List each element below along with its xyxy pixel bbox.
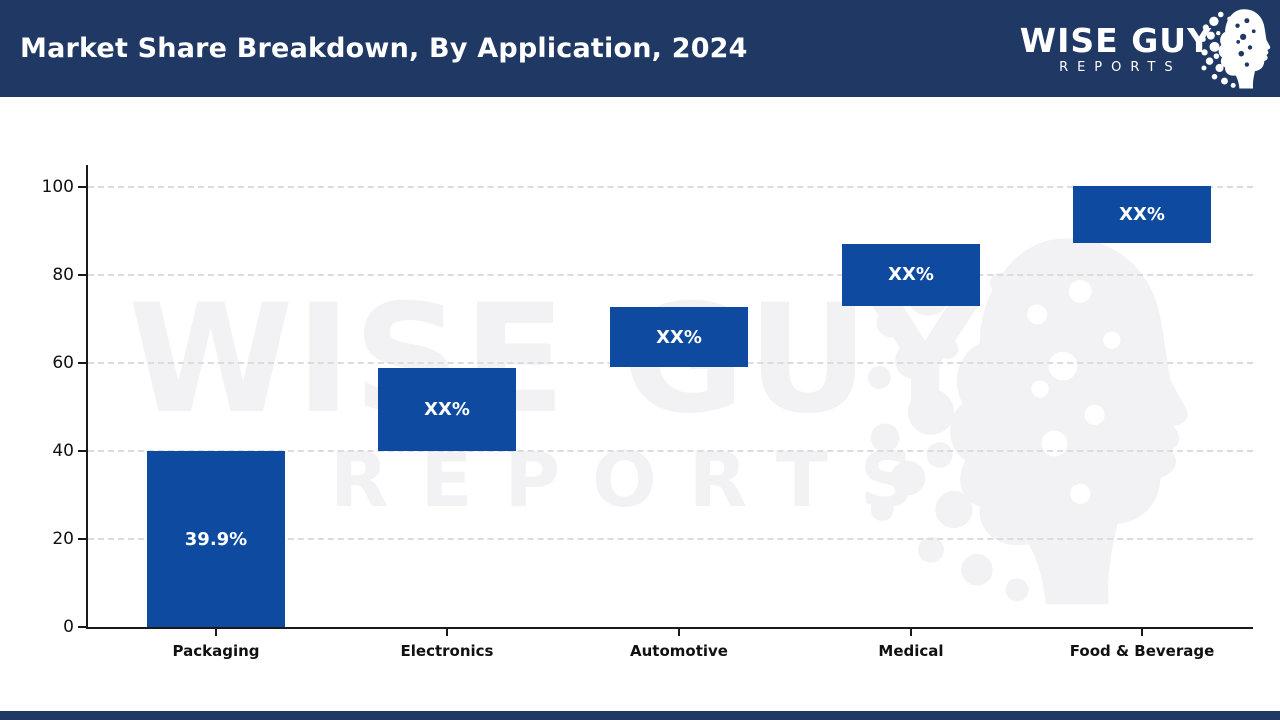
gridline-40 [88,450,1253,452]
head-profile-dots-icon [1200,8,1271,89]
x-axis-tick-label: Food & Beverage [1069,642,1215,660]
wise-guy-reports-logo: WISE GUY REPORTS [1020,0,1272,97]
x-tick-mark-2 [678,629,680,636]
bar-segment-automotive: XX% [610,307,748,368]
x-axis-tick-label: Electronics [400,642,494,660]
gridline-80 [88,274,1253,276]
bar-segment-packaging: 39.9% [147,451,285,627]
x-tick-mark-1 [446,629,448,636]
bar-value-label: XX% [1119,203,1165,225]
y-tick-mark-100 [78,186,87,188]
y-axis-tick-label: 100 [41,177,74,197]
bar-value-label: 39.9% [184,528,248,550]
y-tick-mark-0 [78,626,87,628]
bar-segment-medical: XX% [842,244,980,306]
bar-value-label: XX% [656,326,702,348]
y-axis-tick-label: 60 [52,353,74,373]
gridline-100 [88,186,1253,188]
logo-text: WISE GUY REPORTS [1020,24,1212,74]
y-tick-mark-20 [78,538,87,540]
market-share-waterfall-chart: WISE GUY REPORTS 0 20 40 60 80 100 39.9% Packag… [0,97,1280,711]
x-tick-mark-0 [215,629,217,636]
x-tick-mark-3 [910,629,912,636]
bar-segment-food-beverage: XX% [1073,185,1211,244]
x-axis-tick-label: Automotive [630,642,728,660]
watermark-wordmark: WISE GUY [128,273,982,447]
y-axis-tick-label: 20 [52,529,74,549]
footer-band [0,711,1280,720]
page-title: Market Share Breakdown, By Application, … [20,33,748,64]
gridline-20 [88,538,1253,540]
logo-subtext: REPORTS [1059,59,1182,75]
header-band: Market Share Breakdown, By Application, … [0,0,1280,97]
x-axis-tick-label: Packaging [172,642,260,660]
bar-value-label: XX% [424,399,470,421]
y-axis-tick-label: 80 [52,265,74,285]
x-tick-mark-4 [1141,629,1143,636]
y-axis-tick-label: 0 [63,617,74,637]
y-tick-mark-60 [78,362,87,364]
x-axis-tick-label: Medical [878,642,944,660]
logo-wordmark: WISE GUY [1019,20,1212,60]
watermark-subtext: REPORTS [330,435,947,524]
x-axis-line [86,627,1253,629]
bar-segment-electronics: XX% [378,368,516,451]
y-tick-mark-40 [78,450,87,452]
y-tick-mark-80 [78,274,87,276]
y-axis-tick-label: 40 [52,441,74,461]
bar-value-label: XX% [888,264,934,286]
y-axis-line [86,165,88,629]
